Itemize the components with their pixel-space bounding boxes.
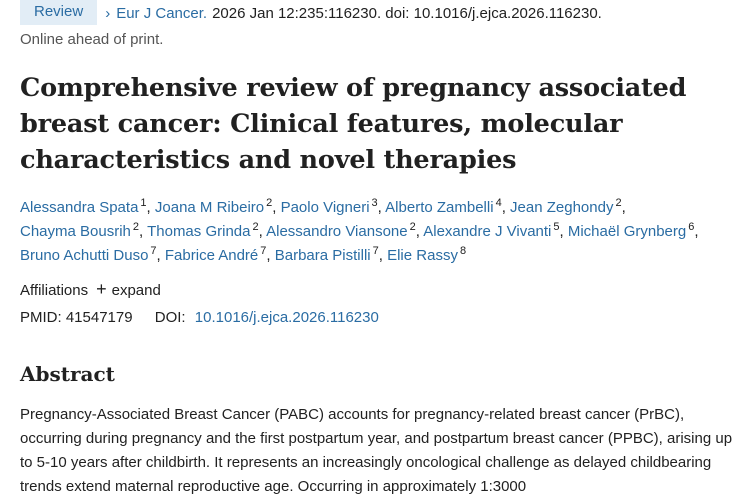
author-name[interactable]: Joana M Ribeiro: [154, 199, 265, 216]
author-name[interactable]: Barbara Pistilli: [274, 247, 371, 264]
author-separator: ,: [258, 223, 267, 240]
author-separator: ,: [501, 199, 511, 216]
author-separator: ,: [694, 223, 699, 240]
journal-link[interactable]: Eur J Cancer.: [116, 4, 208, 22]
author-separator: ,: [621, 199, 626, 216]
author-separator: ,: [377, 199, 386, 216]
article-title: Comprehensive review of pregnancy associ…: [20, 73, 687, 175]
affiliations-label: Affiliations: [20, 281, 89, 299]
affiliation-number[interactable]: 5: [553, 221, 560, 233]
author-link[interactable]: Joana M Ribeiro 2: [154, 197, 273, 217]
author-link[interactable]: Alessandro Viansone 2: [266, 221, 416, 241]
affiliations-expand-button[interactable]: + expand: [96, 279, 161, 299]
author-link[interactable]: Fabrice André 7: [164, 245, 267, 265]
author-link[interactable]: Alessandra Spata 1: [20, 197, 147, 217]
author-link[interactable]: Michaël Grynberg 6: [567, 221, 695, 241]
chevron-right-icon: ›: [105, 4, 111, 22]
author-separator: ,: [378, 247, 388, 264]
affiliation-number[interactable]: 2: [132, 221, 140, 233]
author-separator: ,: [559, 223, 568, 240]
author-link[interactable]: Alexandre J Vivanti 5: [423, 221, 560, 241]
author-link[interactable]: Elie Rassy 8: [387, 245, 467, 265]
affiliation-number[interactable]: 2: [252, 221, 259, 233]
affiliation-number[interactable]: 3: [371, 197, 378, 209]
abstract-heading: Abstract: [20, 362, 115, 386]
affiliation-number[interactable]: 1: [140, 197, 147, 209]
author-separator: ,: [156, 247, 165, 264]
author-link[interactable]: Bruno Achutti Duso 7: [20, 245, 157, 265]
publication-status: Online ahead of print.: [20, 31, 164, 48]
author-link[interactable]: Thomas Grinda 2: [147, 221, 259, 241]
author-name[interactable]: Bruno Achutti Duso: [20, 247, 149, 264]
affiliation-number[interactable]: 7: [150, 245, 157, 257]
affiliation-number[interactable]: 4: [495, 197, 502, 209]
affiliations-row: Affiliations + expand: [20, 279, 161, 299]
author-name[interactable]: Michaël Grynberg: [567, 223, 687, 240]
author-link[interactable]: Chayma Bousrih 2: [20, 221, 140, 241]
abstract-text: Pregnancy-Associated Breast Cancer (PABC…: [20, 406, 733, 495]
affiliation-number[interactable]: 8: [459, 245, 467, 257]
pmid-value: 41547179: [65, 309, 133, 326]
author-link[interactable]: Alberto Zambelli 4: [385, 197, 502, 217]
author-name[interactable]: Chayma Bousrih: [20, 223, 131, 240]
authors-list: Alessandra Spata 1, Joana M Ribeiro 2, Pao…: [20, 196, 735, 268]
author-link[interactable]: Paolo Vigneri 3: [280, 197, 378, 217]
affiliation-number[interactable]: 7: [372, 245, 379, 257]
author-link[interactable]: Barbara Pistilli 7: [274, 245, 379, 265]
expand-label: expand: [111, 281, 161, 299]
author-separator: ,: [139, 223, 148, 240]
author-separator: ,: [415, 223, 424, 240]
pmid-label: PMID:: [20, 309, 62, 326]
plus-icon: +: [96, 279, 107, 299]
doi-label: DOI:: [154, 309, 186, 326]
identifiers: PMID: 41547179 DOI: 10.1016/j.ejca.2026.…: [20, 309, 379, 326]
author-separator: ,: [266, 247, 275, 264]
citation-details: 2026 Jan 12:235:116230. doi: 10.1016/j.e…: [212, 4, 602, 22]
author-name[interactable]: Paolo Vigneri: [280, 199, 370, 216]
doi-link[interactable]: 10.1016/j.ejca.2026.116230: [194, 309, 379, 326]
author-separator: ,: [146, 199, 155, 216]
author-link[interactable]: Jean Zeghondy 2: [510, 197, 622, 217]
author-name[interactable]: Alberto Zambelli: [385, 199, 494, 216]
article-type-badge: Review: [20, 0, 98, 25]
author-name[interactable]: Elie Rassy: [387, 247, 458, 264]
author-separator: ,: [272, 199, 281, 216]
citation-line: Review › Eur J Cancer. 2026 Jan 12:235:1…: [20, 0, 602, 26]
author-name[interactable]: Jean Zeghondy: [510, 199, 614, 216]
author-name[interactable]: Alessandra Spata: [20, 199, 139, 216]
affiliation-number[interactable]: 7: [260, 245, 267, 257]
affiliation-number[interactable]: 2: [266, 197, 273, 209]
author-name[interactable]: Alexandre J Vivanti: [423, 223, 552, 240]
affiliation-number[interactable]: 6: [688, 221, 695, 233]
author-name[interactable]: Alessandro Viansone: [266, 223, 408, 240]
affiliation-number[interactable]: 2: [409, 221, 416, 233]
affiliation-number[interactable]: 2: [615, 197, 622, 209]
author-name[interactable]: Thomas Grinda: [147, 223, 251, 240]
author-name[interactable]: Fabrice André: [164, 247, 259, 264]
